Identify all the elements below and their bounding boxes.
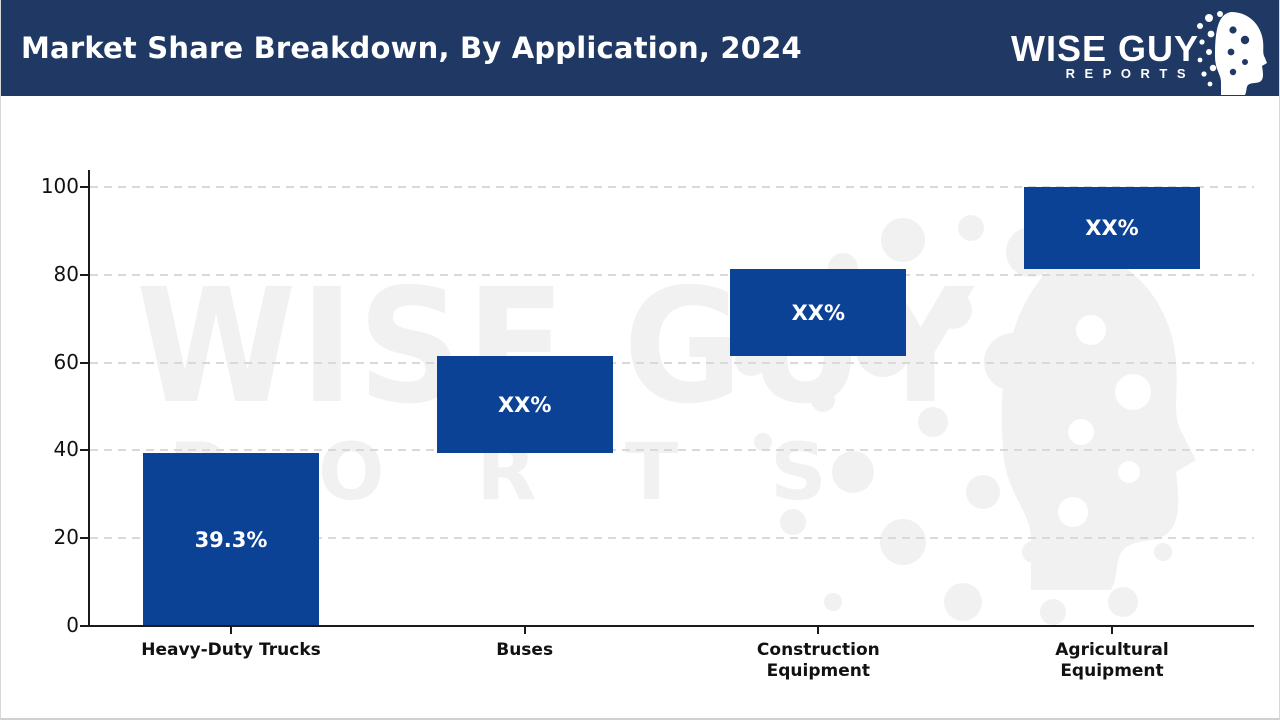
- gridline: [90, 449, 1254, 452]
- waterfall-bar: XX%: [730, 269, 907, 356]
- bar-value-label: 39.3%: [194, 527, 268, 552]
- y-axis-tick-label: 80: [53, 261, 79, 286]
- y-axis-tick: [80, 273, 88, 276]
- y-axis-tick-label: 0: [66, 613, 79, 637]
- watermark-head-icon: [735, 215, 1196, 625]
- y-axis-tick-label: 100: [40, 174, 79, 198]
- x-axis-line: [88, 625, 1254, 627]
- header-bar: Market Share Breakdown, By Application, …: [1, 0, 1279, 96]
- x-axis-category-label: Construction Equipment: [756, 640, 880, 681]
- waterfall-bar: 39.3%: [143, 453, 319, 626]
- page-title: Market Share Breakdown, By Application, …: [21, 31, 802, 65]
- x-axis-category-label: Heavy-Duty Trucks: [141, 640, 321, 660]
- logo-head-icon: [1197, 11, 1267, 95]
- x-axis-tick: [817, 627, 820, 634]
- y-axis-tick-label: 40: [53, 437, 79, 462]
- x-axis-tick: [523, 627, 526, 634]
- waterfall-bar: XX%: [436, 356, 613, 454]
- y-axis-tick: [80, 361, 88, 364]
- y-axis-tick-label: 20: [53, 525, 79, 550]
- logo-wordmark: WISE GUY: [1010, 28, 1199, 69]
- x-axis-tick: [1111, 627, 1113, 634]
- x-axis-category-label: Agricultural Equipment: [1055, 640, 1169, 681]
- x-axis-tick: [230, 627, 232, 634]
- y-axis-tick: [80, 625, 88, 627]
- wiseguy-logo: WISE GUY REPORTS: [1011, 4, 1269, 95]
- waterfall-bar: XX%: [1024, 187, 1200, 270]
- bar-value-label: XX%: [1085, 216, 1139, 241]
- gridline: [90, 537, 1254, 540]
- x-axis-category-label: Buses: [496, 640, 554, 660]
- gridline: [90, 273, 1254, 276]
- y-axis-line: [88, 170, 90, 627]
- logo-subtitle: REPORTS: [1065, 66, 1195, 81]
- bar-value-label: XX%: [497, 392, 552, 417]
- y-axis-tick-label: 60: [53, 349, 79, 374]
- gridline: [90, 186, 1254, 188]
- y-axis-tick: [80, 186, 88, 188]
- bar-value-label: XX%: [791, 300, 846, 325]
- y-axis-tick: [80, 449, 88, 452]
- gridline: [90, 361, 1254, 364]
- y-axis-tick: [80, 537, 88, 540]
